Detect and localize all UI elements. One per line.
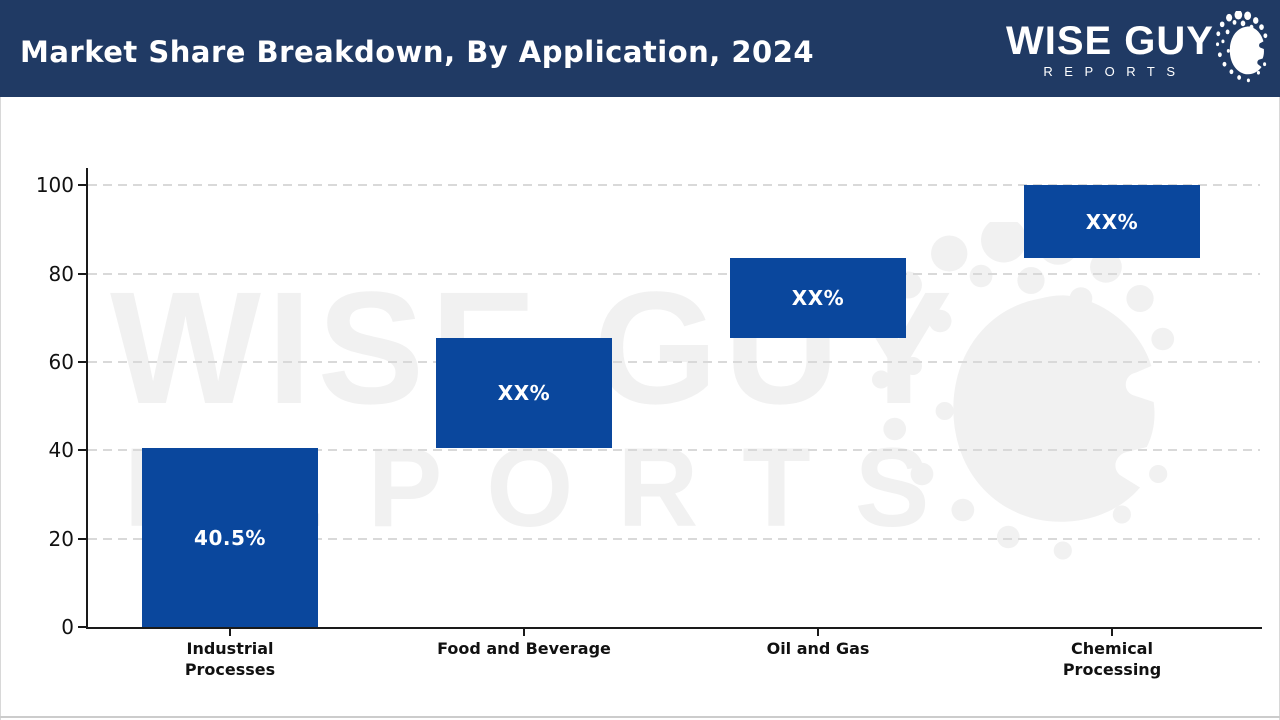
bar-value-label-industrial-processes: 40.5% bbox=[194, 525, 266, 550]
logo-text: WISE GUY REPORTS bbox=[1006, 19, 1214, 79]
x-axis-line bbox=[86, 627, 1262, 629]
y-axis-tick-0 bbox=[78, 626, 86, 628]
bar-value-label-oil-and-gas: XX% bbox=[791, 285, 845, 310]
page-border-left bbox=[0, 97, 1, 720]
gridline-y60 bbox=[88, 361, 1260, 364]
y-axis-tick-100 bbox=[78, 184, 86, 187]
y-axis-tick-20 bbox=[78, 537, 86, 540]
gridline-y20 bbox=[88, 537, 1260, 540]
chart-title: Market Share Breakdown, By Application, … bbox=[20, 35, 815, 69]
bar-food-and-beverage: XX% bbox=[436, 337, 612, 449]
bar-value-label-chemical-processing: XX% bbox=[1085, 209, 1139, 234]
y-tick-label-0: 0 bbox=[61, 615, 74, 639]
x-tick-label-oil-and-gas: Oil and Gas bbox=[766, 639, 870, 658]
x-tick-label-food-and-beverage: Food and Beverage bbox=[437, 639, 611, 658]
x-tick-label-chemical-processing: Chemical Processing bbox=[1062, 639, 1162, 679]
y-axis-tick-80 bbox=[78, 272, 86, 275]
x-tick-label-industrial-processes: Industrial Processes bbox=[184, 639, 276, 679]
bar-industrial-processes: 40.5% bbox=[142, 448, 318, 627]
page-border-bottom bbox=[0, 716, 1280, 718]
wise-guy-reports-logo: WISE GUY REPORTS bbox=[1006, 6, 1270, 91]
x-axis-tick-1 bbox=[523, 629, 525, 636]
x-axis-tick-2 bbox=[817, 629, 819, 636]
bar-value-label-food-and-beverage: XX% bbox=[497, 380, 551, 405]
x-axis-tick-3 bbox=[1111, 629, 1113, 636]
y-tick-label-100: 100 bbox=[35, 173, 74, 198]
y-axis-tick-60 bbox=[78, 361, 86, 364]
y-tick-label-20: 20 bbox=[48, 526, 74, 551]
y-tick-label-60: 60 bbox=[48, 350, 74, 375]
bar-chemical-processing: XX% bbox=[1024, 185, 1200, 259]
gridline-y40 bbox=[88, 449, 1260, 452]
logo-wiseguy-text: WISE GUY bbox=[1005, 18, 1214, 63]
y-axis-line bbox=[86, 168, 88, 628]
x-axis-tick-0 bbox=[229, 629, 231, 636]
y-tick-label-80: 80 bbox=[48, 261, 74, 286]
gridline-y100 bbox=[88, 184, 1260, 187]
y-axis-tick-40 bbox=[78, 449, 86, 452]
gridline-y80 bbox=[88, 272, 1260, 275]
header-band: Market Share Breakdown, By Application, … bbox=[0, 0, 1280, 97]
y-tick-label-40: 40 bbox=[48, 438, 74, 463]
bar-oil-and-gas: XX% bbox=[730, 258, 906, 338]
watermark-dotted-face-icon bbox=[872, 222, 1175, 560]
logo-dotted-face-icon bbox=[1216, 10, 1268, 82]
logo-reports-text: REPORTS bbox=[1043, 63, 1187, 79]
